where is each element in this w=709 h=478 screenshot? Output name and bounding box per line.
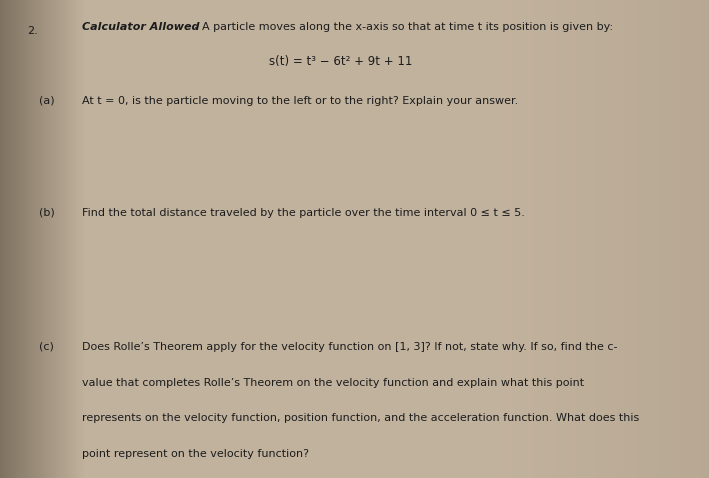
Text: Calculator Allowed: Calculator Allowed <box>82 22 199 32</box>
Text: value that completes Rolle’s Theorem on the velocity function and explain what t: value that completes Rolle’s Theorem on … <box>82 378 584 388</box>
Text: (a): (a) <box>39 96 55 106</box>
Text: - A particle moves along the x-axis so that at time t its position is given by:: - A particle moves along the x-axis so t… <box>191 22 613 32</box>
Text: s(t) = t³ − 6t² + 9t + 11: s(t) = t³ − 6t² + 9t + 11 <box>269 55 413 68</box>
Text: At t = 0, is the particle moving to the left or to the right? Explain your answe: At t = 0, is the particle moving to the … <box>82 96 518 106</box>
Text: (b): (b) <box>39 208 55 218</box>
Text: (c): (c) <box>39 342 54 352</box>
Text: point represent on the velocity function?: point represent on the velocity function… <box>82 449 308 459</box>
Text: Find the total distance traveled by the particle over the time interval 0 ≤ t ≤ : Find the total distance traveled by the … <box>82 208 525 218</box>
Text: represents on the velocity function, position function, and the acceleration fun: represents on the velocity function, pos… <box>82 413 639 424</box>
Text: 2.: 2. <box>27 26 38 36</box>
Text: Does Rolle’s Theorem apply for the velocity function on [1, 3]? If not, state wh: Does Rolle’s Theorem apply for the veloc… <box>82 342 617 352</box>
